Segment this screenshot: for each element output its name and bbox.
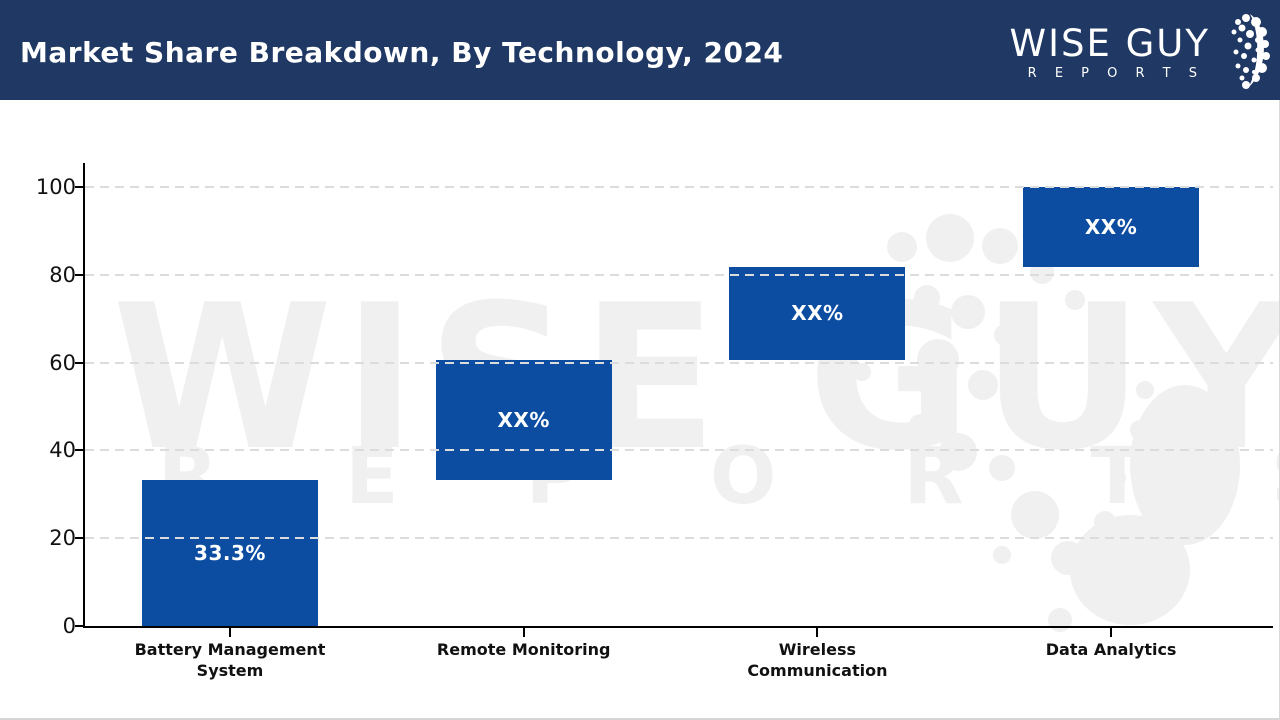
y-tick-label-80: 80 — [49, 262, 76, 287]
x-tick-mark — [522, 628, 525, 637]
y-tick-label-20: 20 — [49, 526, 76, 551]
y-tick-mark-80 — [75, 273, 83, 276]
y-tick-label-100: 100 — [35, 175, 76, 199]
gridline-80 — [85, 273, 1273, 276]
x-tick-mark — [229, 628, 231, 637]
brand-logo-sub: R E P O R T S — [1027, 66, 1204, 81]
watermark-brand-text: WISE GUY — [112, 262, 1280, 495]
gridline-100 — [85, 186, 1273, 188]
x-category-label: Battery Management System — [134, 640, 326, 680]
bar: XX% — [1023, 187, 1200, 267]
bar: 33.3% — [142, 479, 318, 626]
y-tick-mark-0 — [75, 625, 83, 627]
brand-logo: WISE GUY R E P O R T S — [1010, 8, 1272, 94]
watermark-reports-text: R E P O R T S — [158, 432, 1280, 522]
x-category-label: Data Analytics — [1045, 640, 1177, 659]
y-tick-mark-60 — [75, 361, 83, 364]
y-axis-line — [83, 163, 85, 628]
x-tick-mark — [1110, 628, 1113, 637]
y-tick-mark-20 — [75, 537, 83, 540]
x-axis-line — [83, 626, 1273, 628]
bar: XX% — [729, 266, 906, 360]
x-category-label: Wireless Communication — [747, 640, 888, 680]
brand-face-icon — [1231, 14, 1270, 89]
bar-value-label: XX% — [497, 407, 550, 432]
header: Market Share Breakdown, By Technology, 2… — [0, 0, 1280, 100]
page-title: Market Share Breakdown, By Technology, 2… — [20, 36, 784, 69]
y-tick-label-0: 0 — [62, 614, 76, 638]
gridline-20 — [85, 537, 1273, 540]
bar-value-label: XX% — [1084, 214, 1138, 239]
brand-logo-name: WISE GUY — [1009, 22, 1210, 65]
y-tick-label-60: 60 — [49, 350, 76, 375]
y-tick-mark-100 — [75, 186, 83, 188]
bottom-border — [0, 718, 1280, 720]
bar-value-label: XX% — [791, 301, 844, 326]
x-tick-mark — [816, 628, 819, 637]
watermark-face-dots — [838, 214, 1240, 632]
x-category-label: Remote Monitoring — [436, 640, 611, 659]
bar-value-label: 33.3% — [194, 540, 266, 565]
gridline-40 — [85, 449, 1273, 452]
y-tick-label-40: 40 — [49, 438, 76, 463]
bar: XX% — [435, 359, 612, 480]
gridline-60 — [85, 361, 1273, 364]
y-tick-mark-40 — [75, 449, 83, 452]
